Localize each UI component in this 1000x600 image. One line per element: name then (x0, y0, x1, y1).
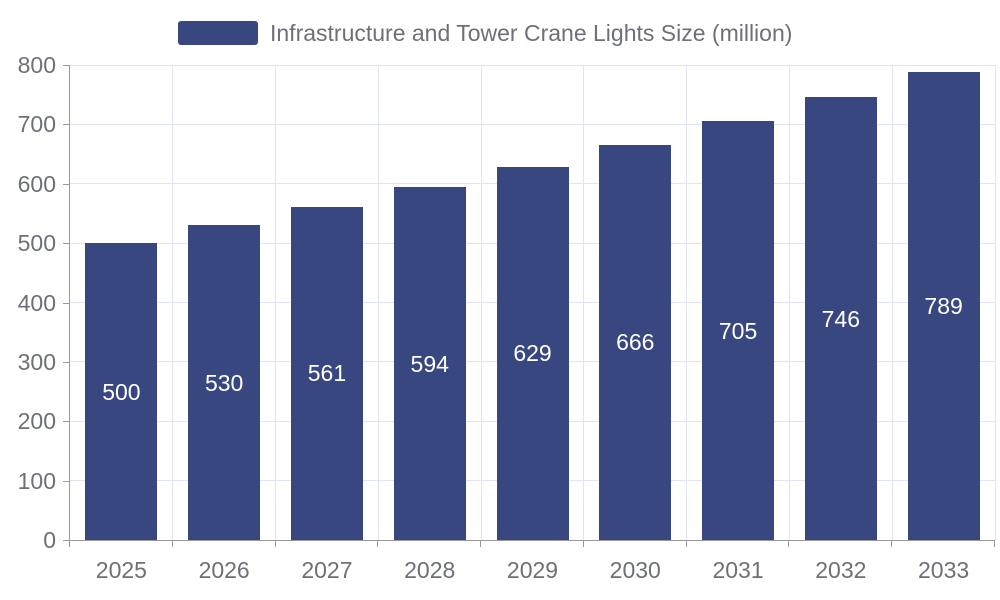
x-axis-tick (582, 541, 584, 547)
x-tick-label: 2030 (609, 557, 661, 583)
x-tick-label: 2031 (712, 557, 764, 583)
y-axis-tick (63, 361, 69, 363)
x-axis-tick (274, 541, 276, 547)
legend-swatch (178, 21, 258, 45)
legend-label: Infrastructure and Tower Crane Lights Si… (270, 20, 793, 46)
bar-value-label: 500 (102, 378, 141, 405)
y-tick-label: 200 (17, 408, 56, 435)
bar-value-label: 530 (204, 369, 244, 396)
bar (804, 97, 877, 540)
gridline-vertical (275, 65, 277, 540)
x-tick-label: 2028 (404, 557, 456, 583)
x-axis-line (64, 540, 995, 541)
x-tick-label: 2027 (301, 557, 353, 583)
x-axis-tick (377, 541, 379, 547)
bar-value-label: 705 (718, 317, 758, 344)
y-tick-label: 600 (17, 170, 56, 197)
bar-value-label: 594 (410, 350, 449, 377)
y-axis-tick (63, 124, 69, 126)
y-tick-label: 300 (17, 348, 56, 375)
x-axis-tick (171, 541, 173, 547)
x-tick-label: 2029 (506, 557, 559, 583)
gridline-vertical (994, 65, 996, 540)
y-tick-label: 400 (17, 289, 56, 316)
x-tick-label: 2026 (198, 557, 250, 583)
x-tick-label: 2033 (918, 557, 970, 583)
gridline-vertical (377, 65, 379, 540)
bar (290, 206, 363, 540)
bar (393, 187, 466, 540)
bar (599, 144, 672, 540)
y-axis-tick (63, 421, 69, 423)
y-axis-tick (63, 243, 69, 245)
bar-value-label: 789 (924, 292, 963, 319)
x-tick-label: 2025 (95, 557, 147, 583)
bar (496, 166, 569, 540)
gridline-vertical (686, 65, 688, 540)
x-axis-tick (994, 541, 995, 547)
bar (702, 121, 775, 540)
x-axis-tick (69, 541, 70, 547)
y-tick-label: 0 (43, 527, 56, 553)
bar (85, 243, 158, 540)
bar (907, 71, 980, 540)
gridline-vertical (172, 65, 174, 540)
gridline-vertical (583, 65, 585, 540)
legend[interactable]: Infrastructure and Tower Crane Lights Si… (0, 0, 1000, 55)
x-axis-tick (891, 541, 893, 547)
y-axis-tick (63, 65, 69, 66)
y-axis-tick (63, 183, 69, 185)
y-axis-tick (63, 540, 69, 541)
bar-value-label: 561 (307, 360, 347, 387)
bar (188, 225, 261, 540)
gridline-vertical (788, 65, 790, 540)
y-axis-tick (63, 480, 69, 482)
bar-value-label: 629 (513, 340, 552, 367)
x-axis-tick (685, 541, 687, 547)
y-tick-label: 800 (17, 52, 56, 78)
x-tick-label: 2032 (815, 557, 867, 583)
bar-value-label: 666 (616, 329, 655, 356)
y-tick-label: 100 (17, 467, 56, 494)
gridline-vertical (891, 65, 893, 540)
y-axis-tick (63, 302, 69, 304)
bar-value-label: 746 (821, 305, 861, 332)
x-axis-tick (788, 541, 790, 547)
y-tick-label: 700 (17, 111, 56, 138)
y-axis-line (69, 65, 70, 540)
gridline-horizontal (70, 123, 995, 125)
y-tick-label: 500 (17, 230, 56, 257)
x-axis-tick (480, 541, 482, 547)
gridline-vertical (480, 65, 482, 540)
gridline-horizontal (70, 64, 995, 66)
